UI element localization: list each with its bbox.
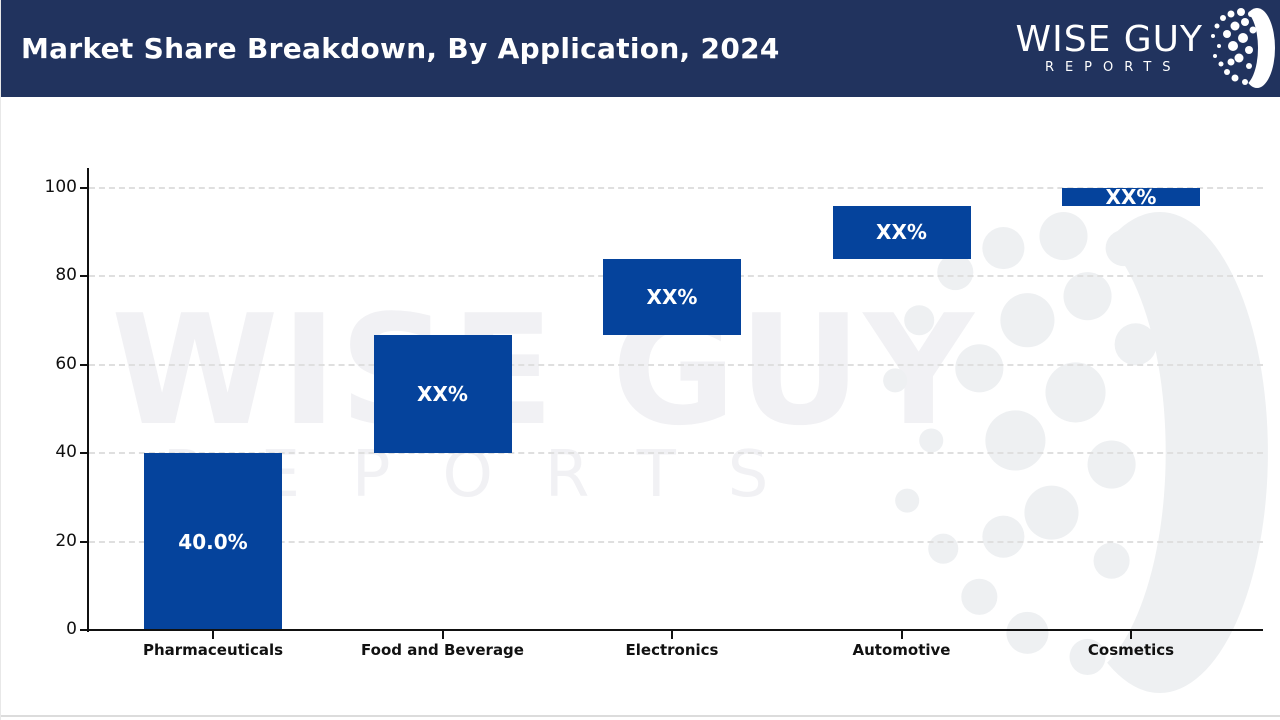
y-tick-label: 0	[66, 619, 77, 639]
wise-guy-reports-logo: WISE GUY REPORTS	[1016, 6, 1278, 90]
header: Market Share Breakdown, By Application, …	[1, 0, 1280, 97]
watermark-wordmark: WISE GUY	[111, 282, 976, 459]
bar-value-label: XX%	[417, 382, 468, 407]
y-axis	[87, 168, 89, 632]
bar-value-label: XX%	[1105, 184, 1157, 209]
gridline	[89, 540, 1263, 543]
waterfall-bar-segment: XX%	[1062, 184, 1200, 209]
y-tick-label: 100	[44, 177, 77, 197]
y-tick	[80, 275, 87, 278]
y-tick-label: 80	[55, 265, 77, 286]
y-tick	[80, 452, 87, 455]
page-title: Market Share Breakdown, By Application, …	[21, 32, 780, 65]
waterfall-bar-segment: XX%	[603, 258, 741, 336]
gridline	[89, 363, 1263, 366]
y-tick-label: 60	[55, 353, 77, 374]
y-tick-label: 20	[55, 530, 77, 551]
waterfall-bar-segment: 40.0%	[144, 453, 282, 630]
x-tick	[441, 631, 444, 639]
bar-value-label: 40.0%	[178, 529, 248, 554]
logo-wordmark: WISE GUY	[1015, 19, 1203, 61]
logo-text: WISE GUY REPORTS	[1016, 21, 1204, 75]
x-tick	[1130, 631, 1132, 639]
waterfall-bar-segment: XX%	[373, 335, 512, 454]
x-tick	[671, 631, 673, 639]
gridline	[89, 187, 1263, 189]
category-label: Pharmaceuticals	[142, 641, 284, 659]
x-tick	[900, 631, 903, 639]
category-label: Food and Beverage	[361, 641, 524, 659]
x-tick	[212, 631, 214, 639]
y-tick	[80, 629, 87, 631]
logo-face-icon	[1211, 8, 1275, 88]
y-tick	[80, 187, 87, 189]
y-tick	[80, 540, 87, 543]
category-label: Cosmetics	[1087, 641, 1175, 659]
category-label: Automotive	[852, 641, 951, 659]
category-label: Electronics	[625, 641, 719, 659]
waterfall-bar-segment: XX%	[832, 205, 971, 259]
bar-value-label: XX%	[876, 220, 927, 245]
y-tick	[80, 363, 87, 366]
x-axis	[87, 629, 1263, 631]
bottom-divider	[1, 715, 1280, 717]
y-tick-label: 40	[55, 442, 77, 463]
logo-subtitle: REPORTS	[1044, 59, 1182, 75]
bar-value-label: XX%	[646, 284, 698, 309]
gridline	[89, 452, 1263, 455]
